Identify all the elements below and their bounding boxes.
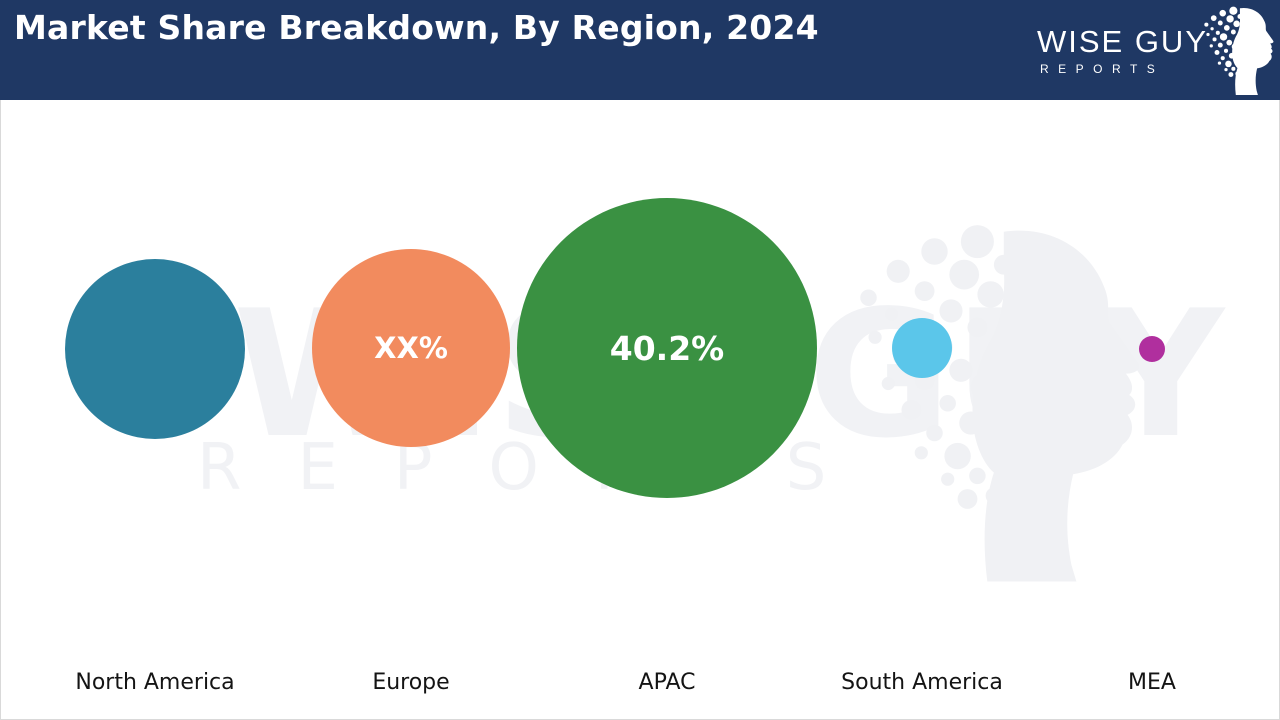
header-bar: Market Share Breakdown, By Region, 2024 … [0, 0, 1280, 100]
category-label-europe: Europe [372, 670, 450, 695]
category-label-apac: APAC [638, 670, 696, 695]
page-title: Market Share Breakdown, By Region, 2024 [14, 8, 819, 47]
bubble-apac[interactable]: 40.2% [517, 198, 817, 498]
category-label-south-america: South America [841, 670, 1003, 695]
logo-text: WISE GUY REPORTS [1037, 26, 1208, 75]
category-label-north-america: North America [75, 670, 235, 695]
bubble-europe[interactable]: XX% [312, 249, 510, 447]
bubble-mea[interactable] [1139, 336, 1165, 362]
bubble-value-label: XX% [374, 331, 448, 365]
brand-logo: WISE GUY REPORTS [1037, 2, 1276, 98]
logo-subtext: REPORTS [1039, 61, 1165, 76]
bubble-value-label: 40.2% [609, 328, 725, 368]
bubble-layer: XX% 40.2% [1, 100, 1279, 719]
category-label-layer: North America Europe APAC South America MEA [1, 100, 1279, 719]
bubble-north-america[interactable] [65, 259, 245, 439]
logo-wordmark: WISE GUY [1036, 23, 1208, 59]
category-label-mea: MEA [1128, 670, 1176, 695]
bubble-chart: WISE GUY REPORTS XX%40.2% North AmericaE… [0, 100, 1280, 720]
